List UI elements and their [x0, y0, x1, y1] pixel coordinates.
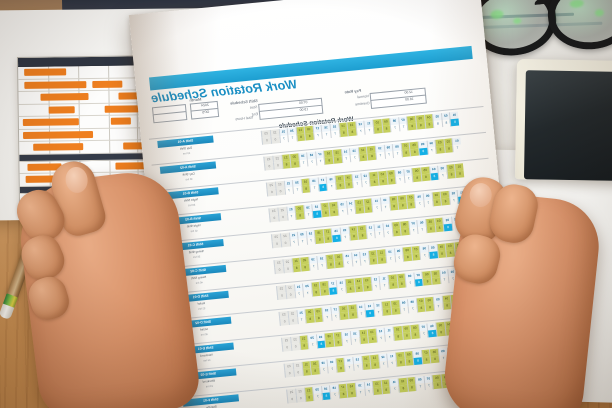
ring-knuckle	[24, 272, 74, 324]
field-label-overtime: Overtime	[354, 101, 370, 107]
tablet-device[interactable]	[514, 59, 612, 181]
left-hand	[9, 156, 203, 408]
field-note-total-hours: Total Hours	[235, 115, 254, 122]
tablet-screen[interactable]	[523, 70, 612, 181]
field-label-normal: Normal	[357, 94, 370, 100]
group-title-pay-rate: Pay Rate	[344, 87, 362, 95]
field-label-start: Start	[249, 105, 258, 110]
glasses-lens-right	[544, 0, 612, 54]
right-hand	[440, 172, 604, 408]
